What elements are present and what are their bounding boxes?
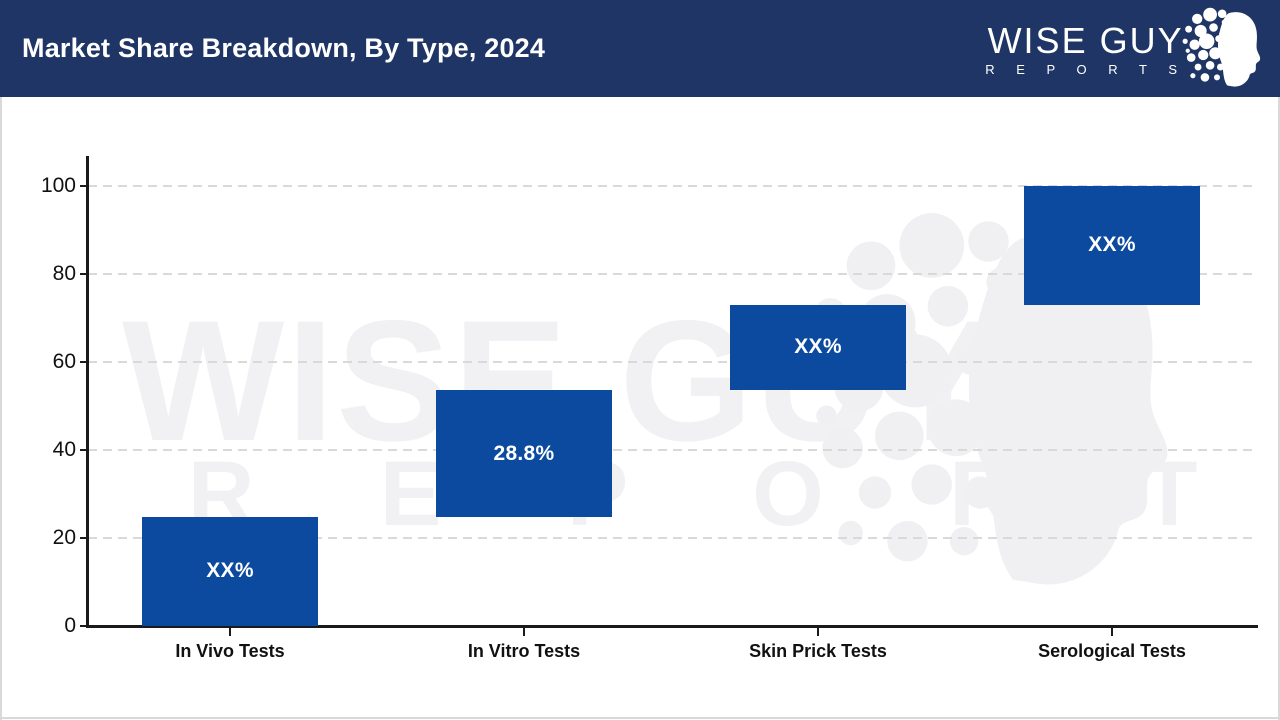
wiseguy-logo: WISE GUY R E P O R T S	[985, 6, 1266, 92]
page-title: Market Share Breakdown, By Type, 2024	[22, 33, 546, 63]
gridline-60	[88, 361, 1258, 363]
y-tick-20	[80, 537, 88, 539]
gridline-20	[88, 537, 1258, 539]
x-axis-label-0: In Vivo Tests	[175, 641, 285, 661]
left-border	[0, 97, 2, 720]
x-tick-3	[1111, 628, 1113, 636]
header-bar: Market Share Breakdown, By Type, 2024 WI…	[0, 0, 1280, 97]
x-tick-1	[523, 628, 525, 636]
y-axis-label-100: 100	[40, 174, 76, 197]
y-tick-0	[80, 625, 88, 627]
y-tick-100	[80, 185, 88, 187]
bar-serological-tests: XX%	[1024, 186, 1200, 305]
logo-wordmark: WISE GUY	[987, 19, 1184, 61]
y-axis-label-80: 80	[52, 262, 76, 285]
x-axis-label-2: Skin Prick Tests	[749, 641, 887, 661]
bar-value-label: XX%	[794, 335, 842, 359]
bar-value-label: 28.8%	[493, 441, 555, 465]
x-axis-line	[86, 625, 1258, 628]
bottom-border	[0, 717, 1280, 719]
gridline-80	[88, 273, 1258, 275]
right-border	[1278, 97, 1280, 720]
y-tick-40	[80, 449, 88, 451]
y-tick-80	[80, 273, 88, 275]
gridline-100	[88, 185, 1258, 187]
x-tick-0	[229, 628, 231, 636]
x-tick-2	[817, 628, 819, 636]
y-axis-line	[86, 156, 89, 628]
y-axis-label-60: 60	[52, 350, 76, 373]
x-axis-label-3: Serological Tests	[1038, 641, 1186, 661]
gridline-40	[88, 449, 1258, 451]
bar-in-vivo-tests: XX%	[142, 516, 318, 626]
bar-skin-prick-tests: XX%	[730, 304, 906, 391]
logo-subtitle: R E P O R T S	[985, 61, 1186, 77]
y-axis-label-0: 0	[64, 614, 76, 637]
bar-in-vitro-tests: 28.8%	[436, 390, 612, 517]
wiseguy-head-icon	[1182, 7, 1261, 87]
bar-value-label: XX%	[206, 559, 254, 583]
y-axis-label-40: 40	[52, 438, 76, 461]
y-tick-60	[80, 361, 88, 363]
bar-value-label: XX%	[1088, 233, 1136, 257]
wiseguy-logo-text: WISE GUY R E P O R T S	[985, 19, 1186, 77]
y-axis-label-20: 20	[52, 526, 76, 549]
waterfall-chart: 0 20 40 60 80 100 XX% In Vivo Tests 28.8% In Vitr…	[0, 97, 1280, 720]
x-axis-label-1: In Vitro Tests	[467, 641, 581, 661]
